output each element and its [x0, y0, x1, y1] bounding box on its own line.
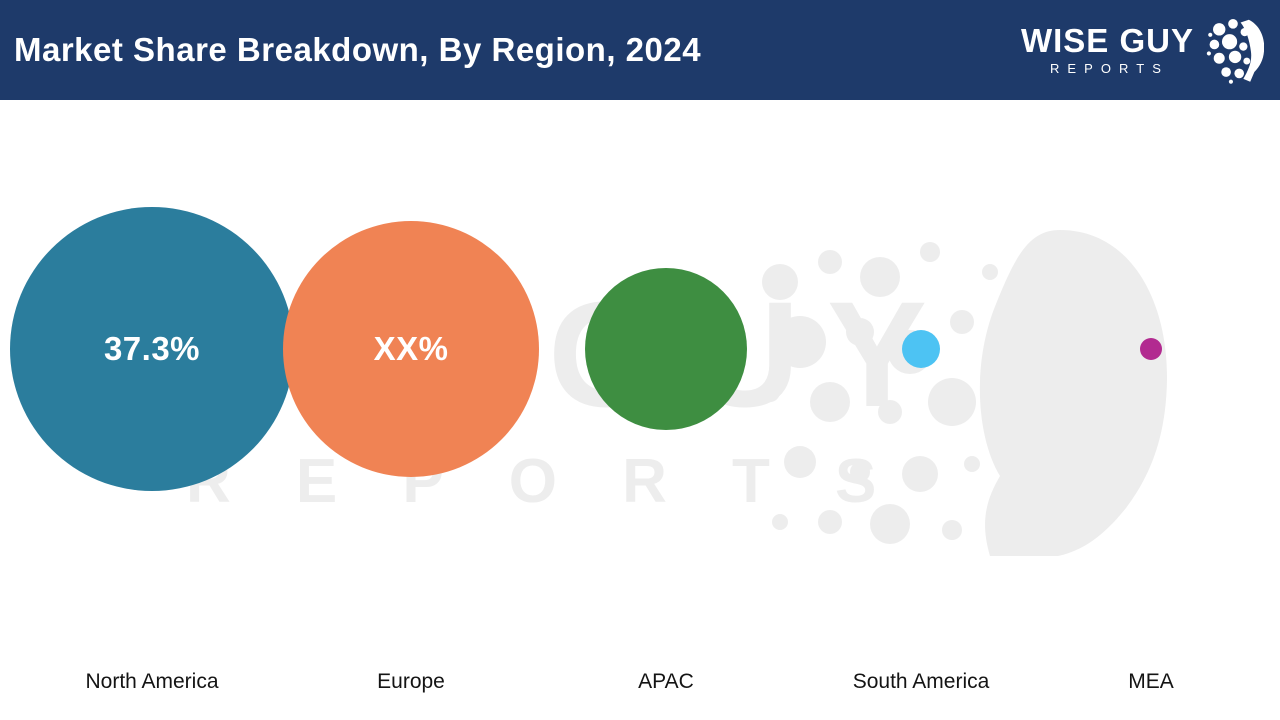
bubble-chart: GUY REPORTS 37.3% XX% North America Euro… [0, 100, 1280, 720]
page-title: Market Share Breakdown, By Region, 2024 [14, 31, 702, 68]
bubble-north-america: 37.3% [10, 207, 294, 491]
category-label-europe: Europe [377, 670, 445, 693]
header-bar: Market Share Breakdown, By Region, 2024 … [0, 0, 1280, 100]
bubble-south-america [902, 330, 940, 368]
category-label-south-america: South America [852, 670, 990, 693]
watermark-head-icon [760, 230, 1168, 556]
wiseguy-logo-text: WISE GUY REPORTS [1021, 24, 1194, 76]
bubble-value-label: XX% [373, 330, 449, 367]
wiseguy-logo-line2: REPORTS [1049, 61, 1169, 76]
wiseguy-head-icon [1206, 19, 1264, 84]
category-label-apac: APAC [638, 670, 694, 693]
bubble-value-label: 37.3% [103, 330, 201, 367]
wiseguy-logo-line1: WISE GUY [1020, 22, 1194, 59]
bubble-apac [585, 268, 747, 430]
category-label-north-america: North America [85, 670, 219, 693]
bubble-mea [1140, 338, 1162, 360]
category-label-mea: MEA [1128, 670, 1174, 693]
bubble-europe: XX% [283, 221, 539, 477]
wiseguy-logo: WISE GUY REPORTS [1021, 11, 1264, 89]
